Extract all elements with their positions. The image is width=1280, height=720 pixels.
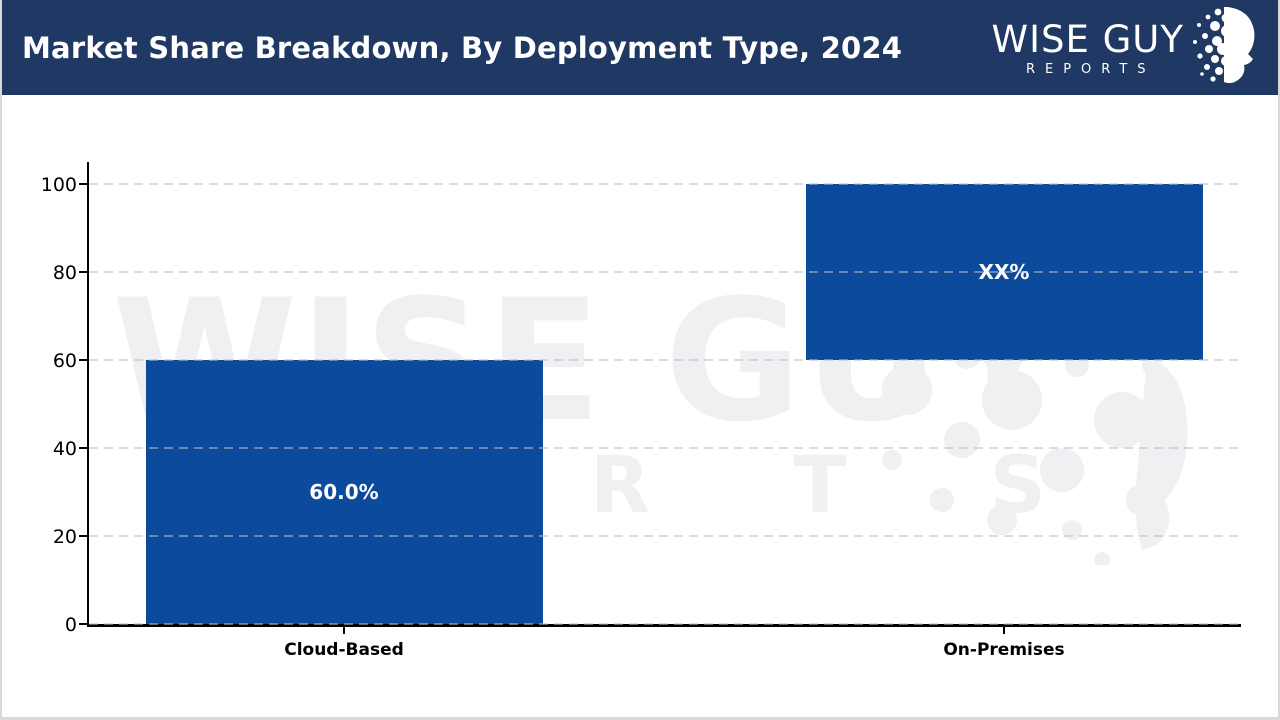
gridline-60 [89,359,1241,361]
ytick-mark-100 [79,183,87,185]
ytick-label-60: 60 [52,350,77,372]
header-bar: Market Share Breakdown, By Deployment Ty… [2,0,1278,95]
gridline-40 [89,447,1241,449]
ytick-label-100: 100 [40,174,77,196]
xtick-mark-on-premises [1003,627,1005,634]
ytick-label-40: 40 [52,438,77,460]
gridline-0 [89,623,1241,625]
plot-area: 0 20 40 60 80 100 60.0% Cloud-Based XX% On-Premis… [41,162,1241,660]
ytick-label-0: 0 [64,614,77,636]
bar-cloud-based: 60.0% [145,360,543,624]
ytick-label-20: 20 [52,526,77,548]
wiseguy-logo-name: WISE GUY [991,18,1184,61]
wiseguy-logo-sub: REPORTS [1025,62,1156,77]
wiseguy-logo: WISE GUY REPORTS [992,4,1262,92]
gridline-100 [89,183,1241,185]
xcat-label-cloud-based: Cloud-Based [284,640,404,660]
ytick-mark-80 [79,271,87,273]
ytick-mark-0 [79,623,87,625]
watermark-text-line2: R T S [590,441,1104,531]
chart-area: WISE GUY R T S 0 20 40 60 80 100 60.0% Cloud-Ba… [2,95,1278,717]
ytick-label-80: 80 [52,262,77,284]
ytick-mark-40 [79,447,87,449]
xcat-label-on-premises: On-Premises [943,640,1065,660]
wiseguy-face-icon [1186,4,1262,92]
xtick-mark-cloud-based [343,627,345,634]
chart-title: Market Share Breakdown, By Deployment Ty… [22,30,903,65]
bar-value-label: 60.0% [309,480,379,504]
gridline-80 [89,271,1241,273]
watermark-face-dots [847,235,1197,569]
ytick-mark-60 [79,359,87,361]
ytick-mark-20 [79,535,87,537]
gridline-20 [89,535,1241,537]
wiseguy-logo-text: WISE GUY REPORTS [992,18,1184,77]
